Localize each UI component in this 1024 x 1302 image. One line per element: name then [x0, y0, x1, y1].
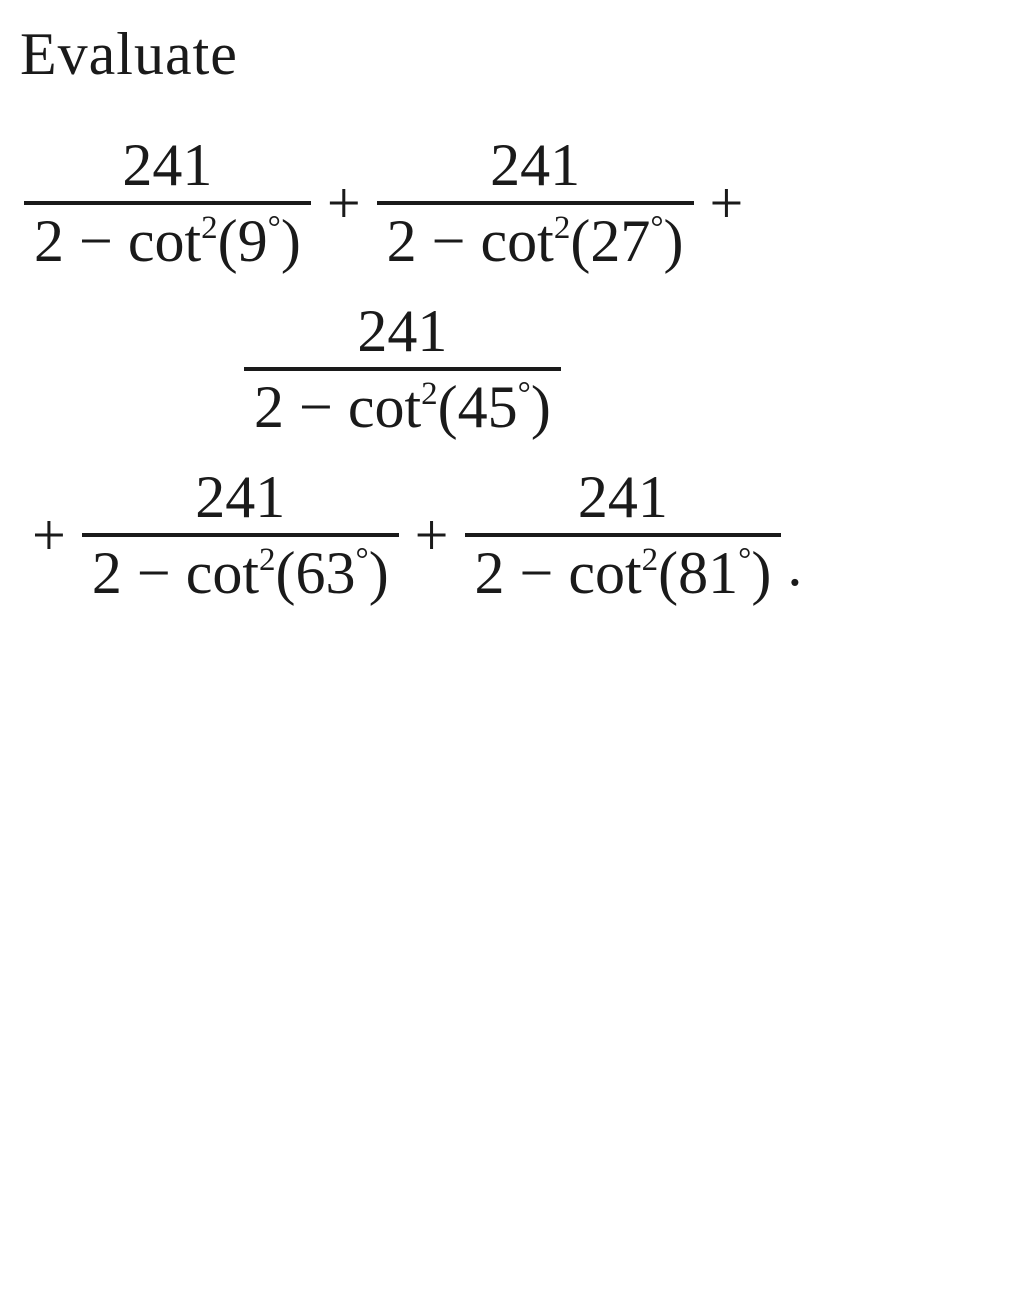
expression-row-1: 241 2 − cot2(9°) + 241 2 − cot2(27°) + — [20, 129, 1004, 277]
func: cot — [348, 374, 421, 440]
angle: 45 — [458, 374, 518, 440]
func: cot — [186, 540, 259, 606]
func: cot — [128, 208, 201, 274]
minuend: 2 — [92, 540, 122, 606]
func: cot — [481, 208, 554, 274]
exponent: 2 — [642, 542, 659, 578]
angle: 9 — [238, 208, 268, 274]
fraction-term-2: 241 2 − cot2(27°) — [377, 129, 694, 277]
fraction-term-5: 241 2 − cot2(81°) — [465, 461, 782, 609]
minuend: 2 — [34, 208, 64, 274]
plus-op: + — [20, 505, 78, 565]
math-expression: 241 2 − cot2(9°) + 241 2 − cot2(27°) + — [20, 129, 1004, 609]
exponent: 2 — [201, 210, 218, 246]
numerator: 241 — [568, 461, 678, 533]
minus-op: − — [432, 208, 466, 274]
denominator: 2 − cot2(63°) — [82, 537, 399, 609]
plus-op: + — [403, 505, 461, 565]
terminal-period: . — [785, 535, 802, 609]
exponent: 2 — [259, 542, 276, 578]
exponent: 2 — [421, 376, 438, 412]
plus-op: + — [698, 173, 756, 233]
page: Evaluate 241 2 − cot2(9°) + 241 2 − — [0, 0, 1024, 647]
minuend: 2 — [475, 540, 505, 606]
numerator: 241 — [480, 129, 590, 201]
denominator: 2 − cot2(45°) — [244, 371, 561, 443]
numerator: 241 — [112, 129, 222, 201]
numerator: 241 — [347, 295, 457, 367]
numerator: 241 — [185, 461, 295, 533]
heading: Evaluate — [20, 20, 1004, 89]
expression-row-3: + 241 2 − cot2(63°) + 241 2 − cot2(81°) — [20, 461, 1004, 609]
degree-symbol: ° — [355, 542, 368, 578]
angle: 81 — [678, 540, 738, 606]
degree-symbol: ° — [738, 542, 751, 578]
denominator: 2 − cot2(9°) — [24, 205, 311, 277]
minuend: 2 — [254, 374, 284, 440]
fraction-term-1: 241 2 − cot2(9°) — [24, 129, 311, 277]
angle: 27 — [590, 208, 650, 274]
denominator: 2 − cot2(81°) — [465, 537, 782, 609]
plus-op: + — [315, 173, 373, 233]
fraction-term-3: 241 2 − cot2(45°) — [244, 295, 561, 443]
minus-op: − — [299, 374, 333, 440]
expression-row-2: 241 2 − cot2(45°) — [20, 295, 1004, 443]
minus-op: − — [137, 540, 171, 606]
fraction-term-4: 241 2 − cot2(63°) — [82, 461, 399, 609]
degree-symbol: ° — [650, 210, 663, 246]
func: cot — [568, 540, 641, 606]
exponent: 2 — [554, 210, 571, 246]
minus-op: − — [520, 540, 554, 606]
minus-op: − — [79, 208, 113, 274]
minuend: 2 — [387, 208, 417, 274]
degree-symbol: ° — [268, 210, 281, 246]
angle: 63 — [295, 540, 355, 606]
denominator: 2 − cot2(27°) — [377, 205, 694, 277]
degree-symbol: ° — [518, 376, 531, 412]
